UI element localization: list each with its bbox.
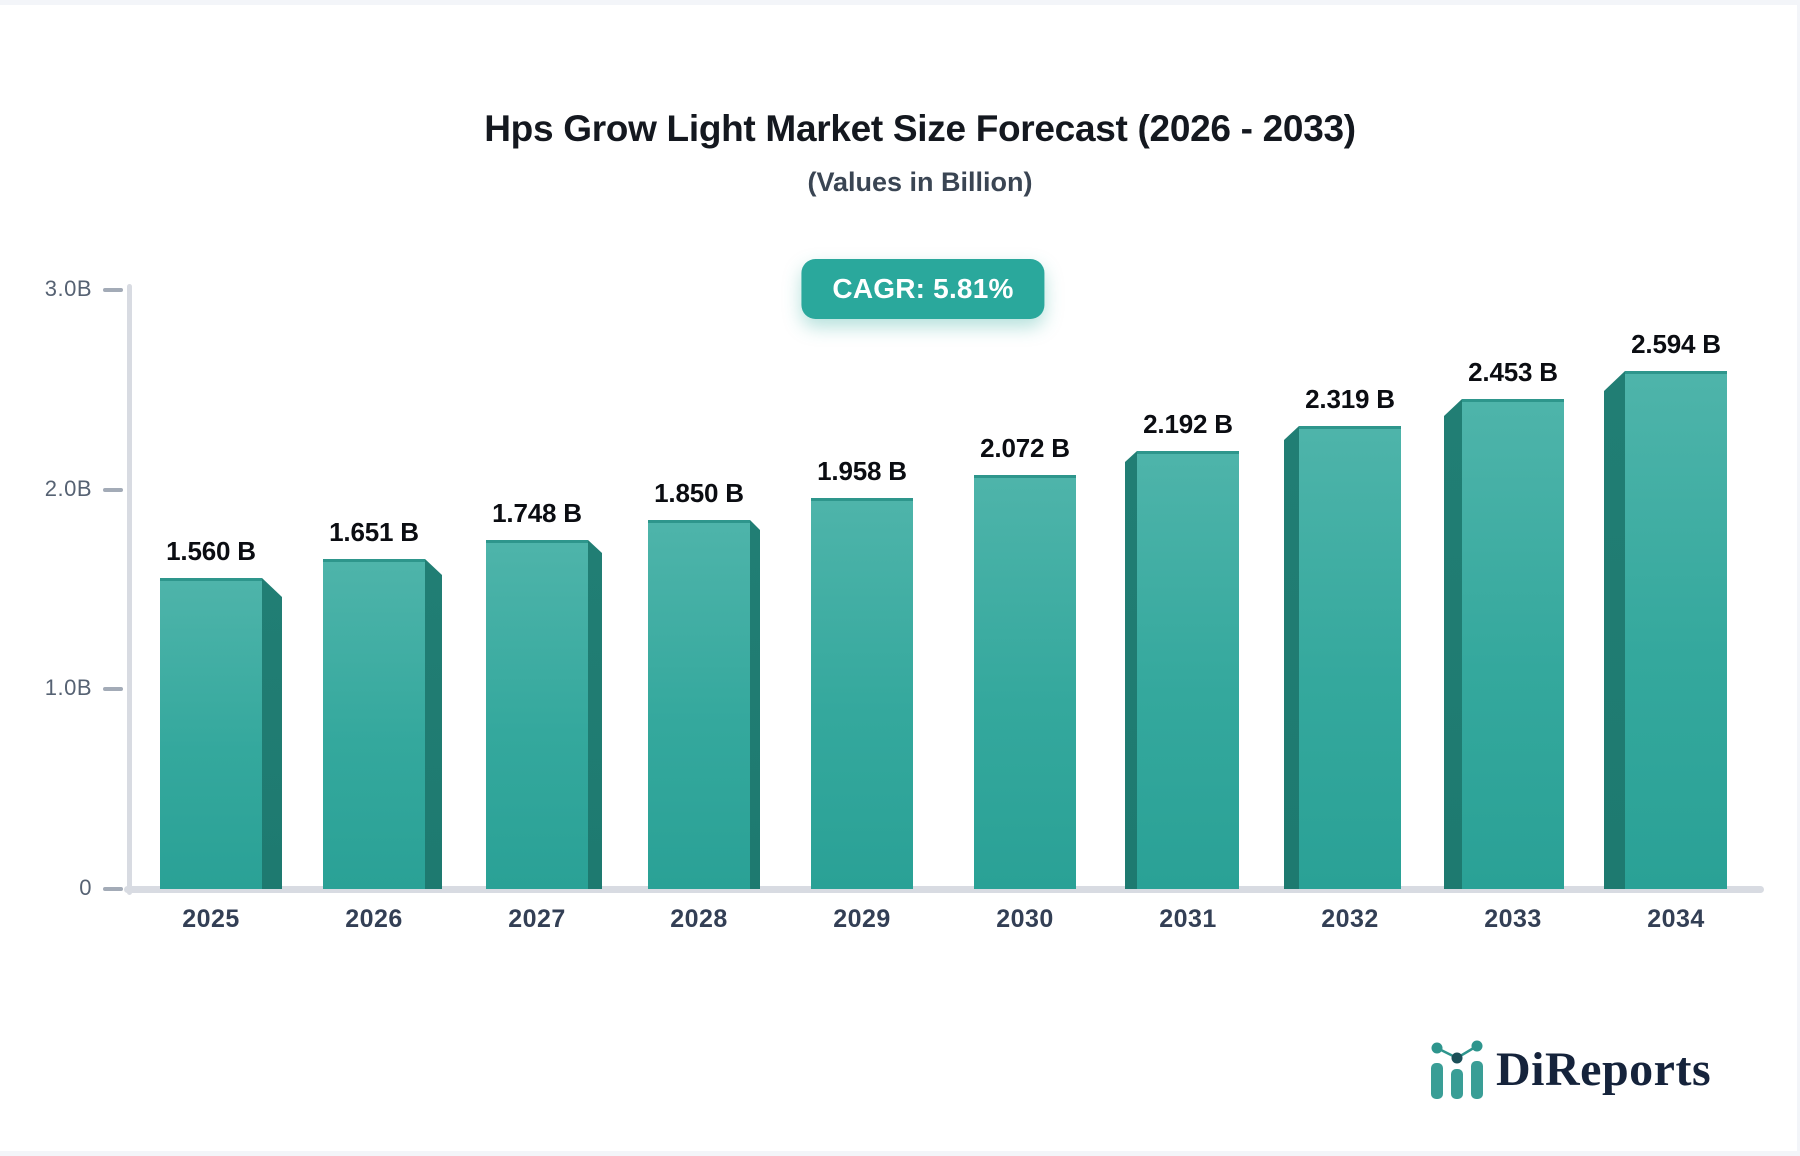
y-axis-line — [127, 284, 132, 895]
bar-value-label: 2.594 B — [1631, 329, 1721, 359]
bar-2027 — [486, 540, 602, 889]
x-axis-label: 2031 — [1159, 905, 1217, 933]
bar-value-label: 1.850 B — [654, 478, 744, 508]
bar-face — [486, 540, 588, 889]
bar-face — [648, 520, 750, 889]
x-axis-label: 2028 — [670, 905, 728, 933]
bar-value-label: 2.453 B — [1468, 357, 1558, 387]
bar-2031 — [1125, 451, 1239, 889]
bar-side — [1284, 426, 1299, 889]
brand-logo: DiReports — [1428, 1038, 1711, 1102]
bar-trend-icon — [1431, 1040, 1483, 1099]
bar-2026 — [323, 559, 442, 889]
bar-side — [588, 540, 602, 889]
bar-2030 — [974, 475, 1076, 889]
bar-side — [750, 520, 760, 889]
bar-face — [974, 475, 1076, 889]
y-axis-tick — [103, 687, 123, 692]
y-axis-tick — [103, 887, 123, 891]
x-axis-label: 2029 — [833, 905, 891, 933]
bar-face — [811, 498, 913, 889]
chart-title: Hps Grow Light Market Size Forecast (202… — [484, 108, 1356, 149]
x-axis-label: 2030 — [996, 905, 1054, 933]
x-axis-label: 2032 — [1321, 905, 1379, 933]
bar-2028 — [648, 520, 760, 889]
bar-face — [1462, 399, 1564, 889]
bar-value-label: 2.319 B — [1305, 384, 1395, 414]
y-axis-label: 1.0B — [44, 675, 92, 701]
x-axis-label: 2026 — [345, 905, 403, 933]
bar-2029 — [811, 498, 913, 889]
y-axis-label: 0 — [79, 875, 92, 900]
bar-2033 — [1444, 399, 1564, 889]
bar-face — [1299, 426, 1401, 889]
logo-text: DiReports — [1496, 1043, 1712, 1096]
chart-subtitle: (Values in Billion) — [807, 167, 1033, 197]
y-axis-label: 2.0B — [44, 475, 92, 501]
bar-face — [160, 578, 262, 889]
bar-face — [323, 559, 425, 889]
x-axis-label: 2025 — [182, 905, 240, 933]
bar-face — [1625, 371, 1727, 889]
bar-side — [1444, 399, 1462, 889]
cagr-badge: CAGR: 5.81% — [801, 259, 1045, 319]
bar-value-label: 1.651 B — [329, 517, 419, 547]
bar-value-label: 1.560 B — [166, 536, 256, 566]
page-edge-bottom — [0, 1151, 1800, 1156]
bar-side — [1604, 371, 1625, 889]
bar-side — [262, 578, 282, 889]
bar-2034 — [1604, 371, 1727, 889]
bar-value-label: 2.072 B — [980, 433, 1070, 463]
page-edge-top — [0, 0, 1800, 5]
y-axis-label: 3.0B — [44, 276, 92, 301]
y-axis-tick — [103, 487, 123, 492]
x-axis-label: 2033 — [1484, 905, 1542, 933]
y-axis-tick — [103, 288, 123, 292]
bar-side — [425, 559, 442, 889]
bar-value-label: 1.958 B — [817, 456, 907, 486]
bar-2032 — [1284, 426, 1401, 889]
bar-side — [1125, 451, 1137, 889]
bar-value-label: 1.748 B — [492, 498, 582, 528]
page-edge-right — [1797, 0, 1800, 1156]
bar-value-label: 2.192 B — [1143, 409, 1233, 439]
bar-face — [1137, 451, 1239, 889]
bar-2025 — [160, 578, 282, 889]
x-axis-label: 2027 — [508, 905, 566, 933]
x-axis-line — [124, 886, 1764, 893]
x-axis-label: 2034 — [1647, 905, 1705, 933]
